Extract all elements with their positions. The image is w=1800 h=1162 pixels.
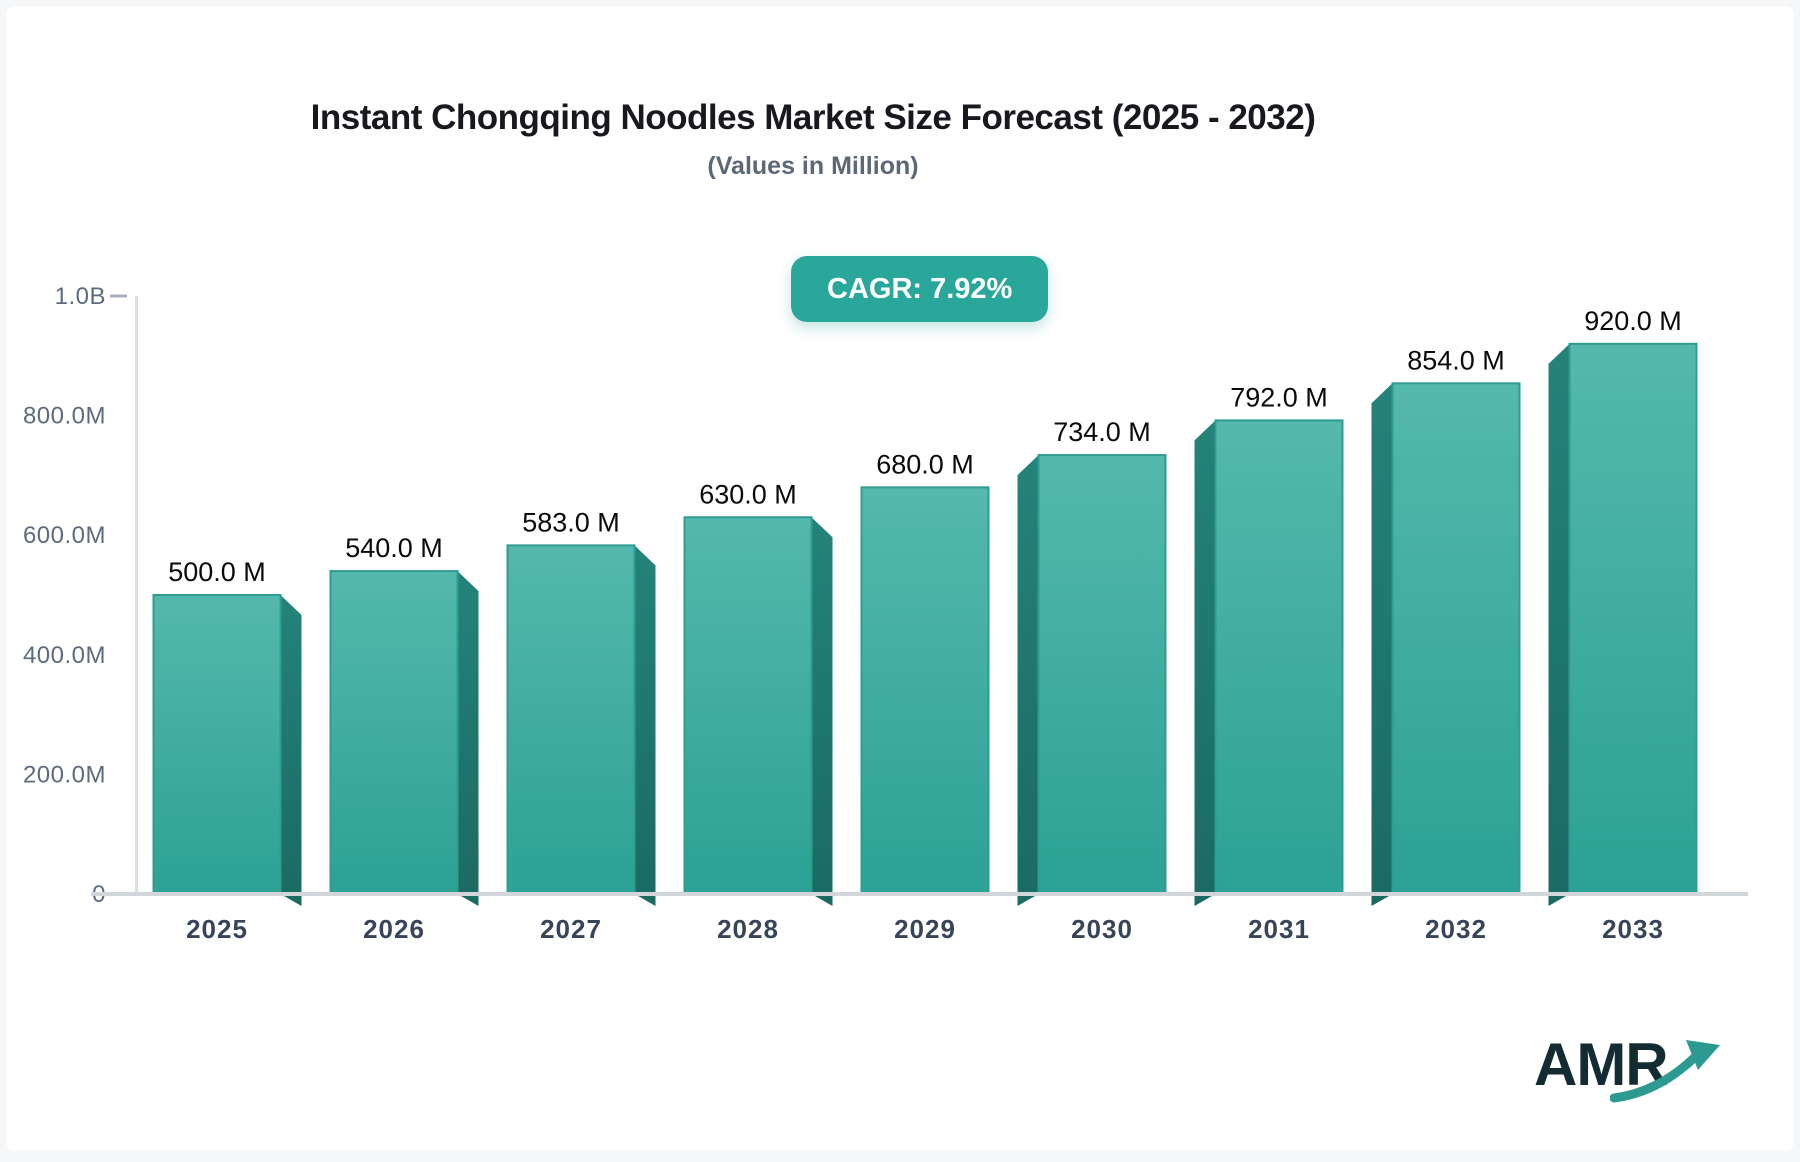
bar-side-2032 bbox=[1371, 383, 1393, 907]
y-axis-label: 600.0M bbox=[23, 522, 106, 549]
value-label: 680.0 M bbox=[876, 449, 974, 479]
y-axis-label: 1.0B bbox=[55, 283, 106, 310]
x-axis-label: 2031 bbox=[1248, 914, 1310, 944]
bar-2026[interactable] bbox=[329, 570, 459, 896]
x-axis-label: 2032 bbox=[1425, 914, 1487, 944]
value-label: 920.0 M bbox=[1584, 306, 1682, 336]
bar-side-2027 bbox=[634, 545, 656, 906]
value-label: 540.0 M bbox=[345, 533, 443, 563]
x-axis-label: 2027 bbox=[540, 914, 602, 944]
value-label: 854.0 M bbox=[1407, 345, 1505, 375]
x-axis-label: 2026 bbox=[363, 914, 425, 944]
bar-2029[interactable] bbox=[860, 486, 990, 895]
bar-side-2030 bbox=[1017, 455, 1039, 906]
y-axis-label: 400.0M bbox=[23, 642, 106, 669]
y-axis-label: 800.0M bbox=[23, 403, 106, 430]
bar-side-2028 bbox=[811, 517, 833, 906]
value-label: 500.0 M bbox=[168, 557, 266, 587]
bar-side-2031 bbox=[1194, 420, 1216, 906]
x-axis-label: 2030 bbox=[1071, 914, 1133, 944]
x-axis-label: 2029 bbox=[894, 914, 956, 944]
y-axis-label: 200.0M bbox=[23, 761, 106, 788]
y-axis-tick bbox=[110, 294, 127, 298]
value-label: 630.0 M bbox=[699, 479, 797, 509]
bar-side-2026 bbox=[457, 571, 479, 906]
value-label: 792.0 M bbox=[1230, 382, 1328, 412]
bar-2033[interactable] bbox=[1568, 342, 1698, 895]
bar-2032[interactable] bbox=[1391, 382, 1521, 895]
value-label: 583.0 M bbox=[522, 507, 620, 537]
trending-up-arrow-icon bbox=[1610, 1040, 1720, 1103]
amr-logo: AMR bbox=[1534, 1030, 1754, 1120]
value-label: 734.0 M bbox=[1053, 417, 1151, 447]
x-axis-label: 2033 bbox=[1602, 914, 1664, 944]
bar-side-2025 bbox=[280, 595, 302, 906]
bar-2030[interactable] bbox=[1037, 454, 1167, 895]
x-axis-line bbox=[91, 892, 1748, 896]
x-axis-label: 2025 bbox=[186, 914, 248, 944]
bar-side-2033 bbox=[1548, 343, 1570, 907]
x-axis-label: 2028 bbox=[717, 914, 779, 944]
cagr-badge: CAGR: 7.92% bbox=[791, 256, 1049, 322]
bar-2025[interactable] bbox=[152, 594, 282, 895]
y-axis-line bbox=[135, 296, 138, 894]
bar-2028[interactable] bbox=[683, 516, 813, 895]
bar-2031[interactable] bbox=[1214, 419, 1344, 895]
bar-2027[interactable] bbox=[506, 544, 636, 896]
